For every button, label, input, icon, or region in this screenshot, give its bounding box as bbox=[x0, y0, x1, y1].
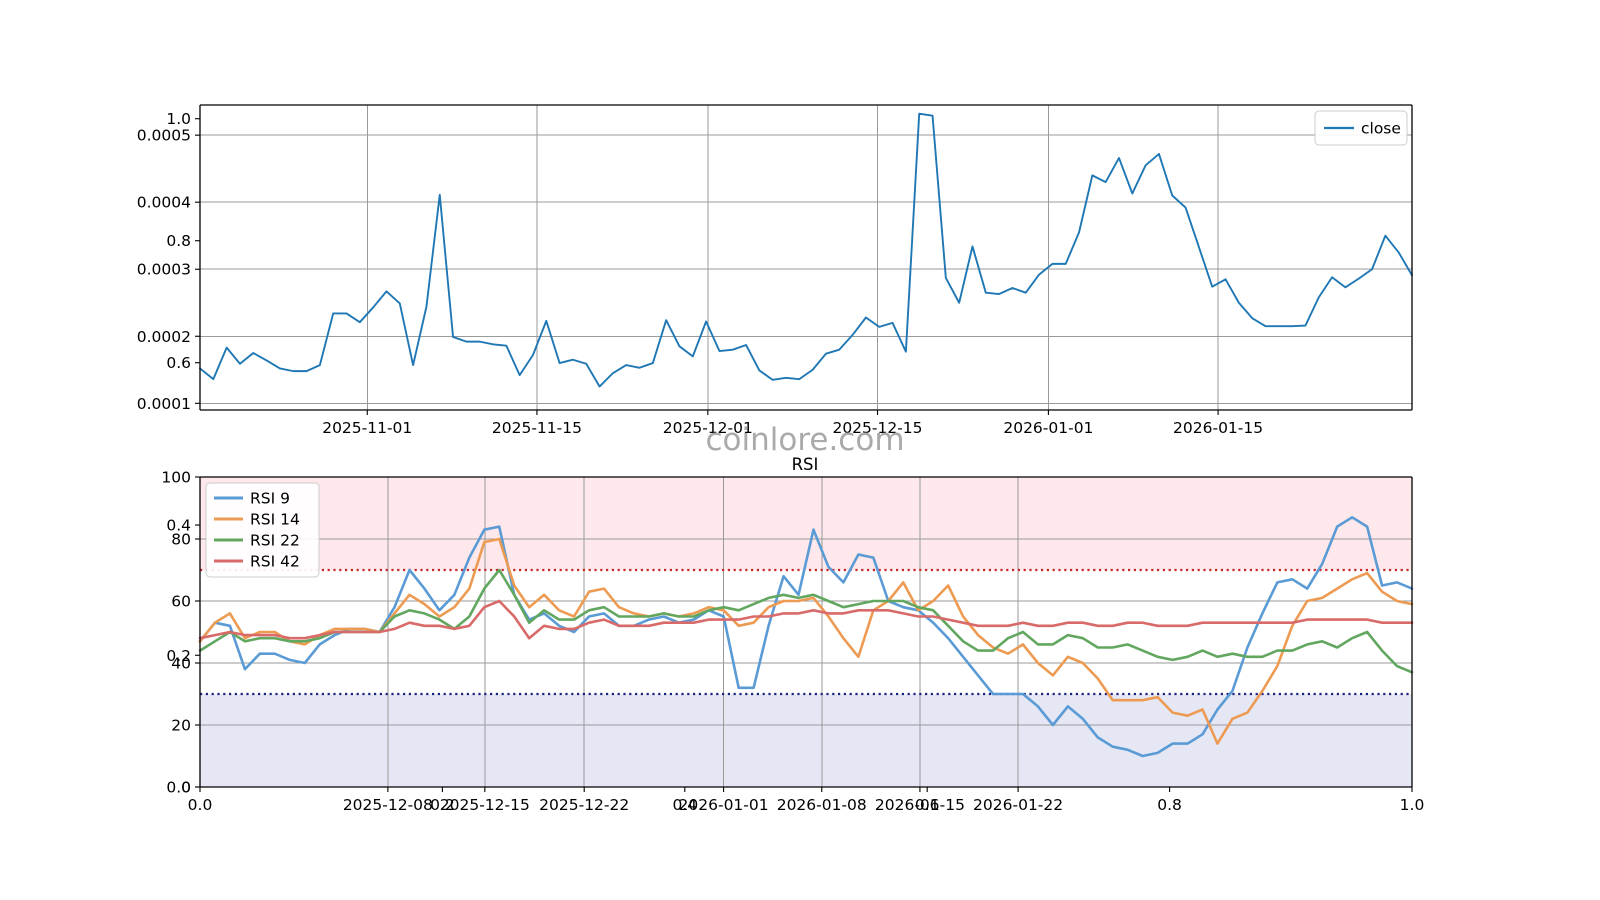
price-axes-frame bbox=[199, 104, 1413, 411]
price-y-axis-ticks: 0.0001 0.0002 0.0003 0.0004 0.0005 bbox=[137, 127, 200, 413]
rsi-line-rsi-42 bbox=[198, 599, 1414, 640]
price-x-tick-label: 2025-11-01 bbox=[322, 419, 412, 437]
price-y-tick-label: 0.0003 bbox=[137, 261, 191, 279]
price-panel: 0.0001 0.0002 0.0003 0.0004 0.0005 0.6 0.8 1.0… bbox=[137, 104, 1413, 437]
price-gridlines bbox=[200, 105, 1412, 410]
rsi-line-rsi-22 bbox=[198, 568, 1414, 674]
rsi-x-tick-label: 2026-01-15 bbox=[875, 796, 965, 814]
rsi-threshold-lines bbox=[200, 568, 1412, 696]
watermark: coinlore.com bbox=[705, 422, 904, 458]
rsi-x-tick-label: 2026-01-08 bbox=[777, 796, 867, 814]
rsi-y-tick-label: 60 bbox=[171, 593, 191, 611]
price-y-tick-label: 0.0004 bbox=[137, 194, 191, 212]
rsi-y-axis-ticks: 0 20 40 60 80 100 bbox=[161, 469, 200, 797]
rsi-y-tick-label: 40 bbox=[171, 655, 191, 673]
rsi-x-tick-label: 2025-12-22 bbox=[539, 796, 629, 814]
price-x-tick-label: 2025-11-15 bbox=[492, 419, 582, 437]
price-y-tick-label: 0.0002 bbox=[137, 328, 191, 346]
price-series-lines bbox=[199, 112, 1413, 388]
rsi-overlay-y-tick-label: 0.4 bbox=[166, 517, 191, 535]
rsi-y-tick-label: 20 bbox=[171, 717, 191, 735]
rsi-y-tick-label: 80 bbox=[171, 531, 191, 549]
price-overlay-y-tick-label: 0.8 bbox=[166, 232, 191, 250]
price-x-tick-label: 2026-01-01 bbox=[1003, 419, 1093, 437]
rsi-overlay-y-tick-label: 0.0 bbox=[166, 779, 191, 797]
legend-label-rsi-9: RSI 9 bbox=[250, 490, 290, 508]
rsi-overlay-x-tick-label: 1.0 bbox=[1400, 796, 1425, 814]
price-x-tick-label: 2025-12-15 bbox=[832, 419, 922, 437]
legend-label-close: close bbox=[1361, 120, 1401, 138]
rsi-y-tick-label: 100 bbox=[161, 469, 191, 487]
rsi-overlay-x-axis-ticks: 0.0 0.2 0.4 0.6 0.8 1.0 bbox=[188, 787, 1425, 814]
rsi-x-tick-label: 2025-12-08 bbox=[343, 796, 433, 814]
rsi-overlay-x-tick-label: 0.8 bbox=[1157, 796, 1182, 814]
rsi-axes-frame bbox=[199, 476, 1413, 788]
rsi-line-rsi-14 bbox=[198, 537, 1414, 745]
rsi-series-lines bbox=[198, 516, 1414, 758]
legend-label-rsi-22: RSI 22 bbox=[250, 532, 300, 550]
rsi-threshold-bands bbox=[200, 477, 1412, 787]
price-line-close bbox=[199, 112, 1413, 388]
price-y-tick-label: 0.0001 bbox=[137, 395, 191, 413]
oversold-band bbox=[200, 694, 1412, 787]
rsi-panel-title: RSI bbox=[792, 455, 819, 474]
rsi-line-rsi-9 bbox=[198, 516, 1414, 758]
rsi-overlay-x-tick-label: 0.4 bbox=[672, 796, 697, 814]
rsi-x-tick-label: 2025-12-15 bbox=[440, 796, 530, 814]
rsi-overlay-x-tick-label: 0.6 bbox=[915, 796, 940, 814]
rsi-x-tick-label: 2026-01-22 bbox=[973, 796, 1063, 814]
price-overlay-y-tick-label: 0.6 bbox=[166, 354, 191, 372]
legend-label-rsi-14: RSI 14 bbox=[250, 511, 300, 529]
price-x-axis-ticks: 2025-11-01 2025-11-15 2025-12-01 2025-12-15… bbox=[322, 410, 1263, 437]
price-x-tick-label: 2026-01-15 bbox=[1173, 419, 1263, 437]
legend-label-rsi-42: RSI 42 bbox=[250, 553, 300, 571]
rsi-overlay-x-tick-label: 0.0 bbox=[188, 796, 213, 814]
price-y-tick-label: 0.0005 bbox=[137, 127, 191, 145]
price-legend[interactable]: close bbox=[1314, 110, 1408, 146]
rsi-overlay-y-tick-label: 0.2 bbox=[166, 647, 191, 665]
price-x-tick-label: 2025-12-01 bbox=[663, 419, 753, 437]
rsi-x-tick-label: 2026-01-01 bbox=[679, 796, 769, 814]
rsi-legend[interactable]: RSI 9 RSI 14 RSI 22 RSI 42 bbox=[205, 482, 320, 578]
rsi-overlay-y-axis-ticks: 0.0 0.2 0.4 bbox=[166, 517, 200, 797]
price-overlay-y-axis-ticks: 0.6 0.8 1.0 bbox=[166, 110, 200, 372]
overbought-band bbox=[200, 477, 1412, 570]
rsi-x-axis-ticks: 2025-12-08 2025-12-15 2025-12-22 2026-01-01… bbox=[343, 787, 1063, 814]
rsi-y-tick-label: 0 bbox=[181, 779, 191, 797]
legend-background bbox=[205, 482, 320, 578]
price-overlay-y-tick-label: 1.0 bbox=[166, 110, 191, 128]
legend-background bbox=[1314, 110, 1408, 146]
rsi-overlay-x-tick-label: 0.2 bbox=[430, 796, 455, 814]
